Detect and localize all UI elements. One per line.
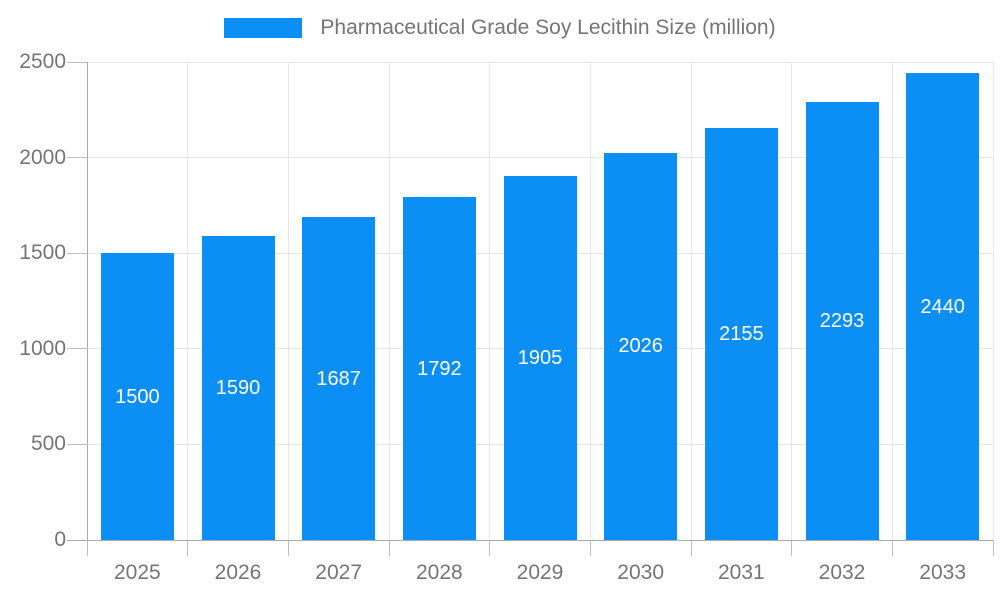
value-label-2026: 1590 [215, 376, 261, 399]
y-tick-2500 [67, 61, 87, 63]
value-label-2028: 1792 [417, 357, 462, 380]
bar-2027[interactable]: 1687 [302, 217, 376, 540]
x-axis-line [67, 539, 993, 541]
y-axis-label-0: 0 [54, 528, 66, 551]
value-label-2031: 2155 [719, 322, 764, 345]
v-gridline-1 [187, 62, 189, 540]
x-axis-label-2029: 2029 [516, 561, 564, 584]
bar-2029[interactable]: 1905 [503, 175, 577, 540]
v-gridline-5 [589, 62, 591, 540]
x-axis-label-2025: 2025 [113, 561, 161, 584]
x-axis-label-2026: 2026 [214, 561, 262, 584]
x-axis-label-2033: 2033 [919, 561, 967, 584]
bar-2028[interactable]: 1792 [402, 197, 476, 540]
y-tick-500 [67, 443, 87, 445]
h-gridline-2000 [87, 157, 993, 159]
value-label-2029: 1905 [517, 346, 563, 369]
y-axis-label-1000: 1000 [19, 336, 66, 360]
bar-2031[interactable]: 2155 [704, 127, 778, 540]
x-tick-8 [891, 540, 893, 556]
legend-item[interactable]: Pharmaceutical Grade Soy Lecithin Size (… [0, 16, 1000, 40]
y-tick-2000 [67, 157, 87, 159]
x-axis-label-2028: 2028 [415, 561, 463, 584]
x-tick-6 [690, 540, 692, 556]
y-axis-line [86, 62, 88, 540]
v-gridline-7 [791, 62, 793, 540]
value-label-2032: 2293 [819, 309, 865, 332]
value-label-2030: 2026 [618, 335, 663, 358]
legend-swatch [224, 18, 303, 38]
y-axis-label-2500: 2500 [19, 50, 66, 73]
v-gridline-4 [489, 62, 491, 540]
x-tick-0 [86, 540, 88, 556]
x-tick-9 [992, 540, 994, 556]
y-axis-label-500: 500 [30, 432, 66, 456]
x-axis-label-2027: 2027 [315, 561, 363, 584]
y-tick-1000 [67, 348, 87, 350]
legend-label: Pharmaceutical Grade Soy Lecithin Size (… [320, 16, 776, 39]
v-gridline-9 [992, 62, 994, 540]
x-tick-2 [287, 540, 289, 556]
bar-2026[interactable]: 1590 [201, 235, 275, 540]
v-gridline-3 [388, 62, 390, 540]
x-tick-5 [589, 540, 591, 556]
v-gridline-2 [287, 62, 289, 540]
x-tick-1 [187, 540, 189, 556]
x-axis-label-2032: 2032 [818, 561, 866, 584]
x-tick-7 [791, 540, 793, 556]
x-tick-3 [388, 540, 390, 556]
bar-2032[interactable]: 2293 [805, 101, 879, 540]
x-axis-label-2030: 2030 [617, 561, 665, 584]
value-label-2025: 1500 [115, 385, 160, 408]
bar-2030[interactable]: 2026 [604, 152, 678, 540]
y-axis-label-1500: 1500 [19, 241, 66, 265]
h-gridline-2500 [87, 61, 993, 63]
value-label-2027: 1687 [316, 367, 361, 390]
v-gridline-6 [690, 62, 692, 540]
y-axis-label-2000: 2000 [19, 145, 66, 169]
x-axis-label-2031: 2031 [717, 561, 765, 584]
value-label-2033: 2440 [920, 295, 965, 318]
v-gridline-8 [891, 62, 893, 540]
bar-2025[interactable]: 1500 [100, 253, 174, 540]
x-tick-4 [489, 540, 491, 556]
y-tick-1500 [67, 252, 87, 254]
bar-2033[interactable]: 2440 [906, 73, 980, 540]
